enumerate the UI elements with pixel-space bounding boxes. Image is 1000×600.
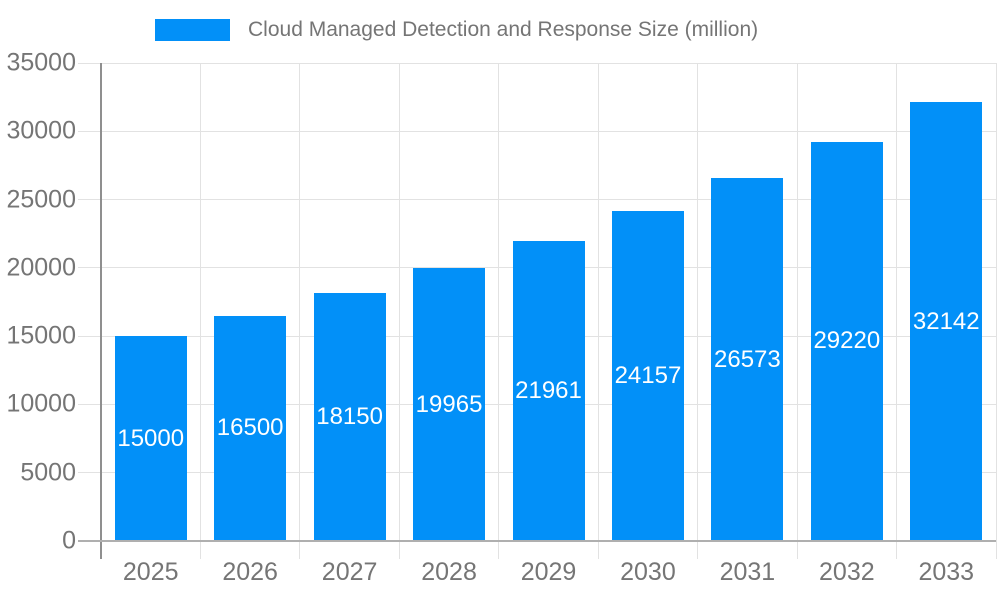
- y-axis-tick-label: 5000: [20, 458, 76, 487]
- legend-label[interactable]: Cloud Managed Detection and Response Siz…: [248, 18, 759, 41]
- bar-2033: [910, 102, 983, 541]
- y-axis-tick-label: 10000: [6, 389, 76, 418]
- x-gridline: [299, 63, 301, 559]
- x-axis-tick-label: 2030: [620, 558, 676, 586]
- x-gridline: [398, 63, 400, 559]
- x-gridline: [697, 63, 699, 559]
- x-axis-tick-label: 2028: [421, 558, 477, 586]
- y-axis-tick-label: 15000: [6, 321, 76, 350]
- y-axis-tick-label: 35000: [6, 48, 76, 77]
- bar-2030: [611, 211, 684, 541]
- bar-2031: [711, 178, 784, 541]
- x-axis-line: [78, 540, 996, 542]
- bar-value-label: 32142: [912, 307, 980, 335]
- bar-value-label: 21961: [515, 377, 582, 405]
- y-axis-tick-label: 20000: [6, 253, 76, 282]
- bar-value-label: 18150: [316, 403, 383, 431]
- x-axis-tick-label: 2033: [918, 558, 975, 586]
- bar-2027: [313, 293, 386, 541]
- bar-2029: [512, 241, 585, 541]
- bar-value-label: 19965: [415, 390, 483, 418]
- y-axis-tick-label: 0: [62, 526, 76, 555]
- x-axis-tick-label: 2032: [819, 558, 875, 586]
- bar-2032: [810, 141, 883, 541]
- y-axis-line: [100, 63, 102, 559]
- y-gridline: [78, 130, 996, 132]
- x-gridline: [995, 63, 997, 559]
- y-gridline: [78, 199, 996, 201]
- x-gridline: [896, 63, 898, 559]
- bar-2028: [413, 268, 486, 541]
- x-gridline: [498, 63, 500, 559]
- bar-value-label: 26573: [714, 345, 781, 373]
- bar-2025: [114, 336, 187, 541]
- legend-swatch-icon[interactable]: [155, 19, 230, 41]
- y-axis-tick-label: 25000: [6, 185, 76, 214]
- x-axis-tick-label: 2029: [520, 558, 577, 586]
- bar-value-label: 24157: [614, 362, 682, 390]
- x-axis-tick-label: 2025: [122, 558, 179, 586]
- bar-value-label: 16500: [216, 414, 284, 442]
- y-gridline: [78, 62, 996, 64]
- x-gridline: [597, 63, 599, 559]
- y-axis-tick-label: 30000: [6, 116, 76, 145]
- x-axis-tick-label: 2026: [222, 558, 278, 586]
- x-axis-tick-label: 2031: [719, 558, 776, 586]
- x-gridline: [796, 63, 798, 559]
- x-axis-tick-label: 2027: [321, 558, 378, 586]
- x-gridline: [199, 63, 201, 559]
- legend[interactable]: Cloud Managed Detection and Response Siz…: [155, 19, 758, 41]
- bar-2026: [214, 315, 287, 541]
- bar-value-label: 15000: [117, 424, 185, 452]
- bar-value-label: 29220: [813, 327, 881, 355]
